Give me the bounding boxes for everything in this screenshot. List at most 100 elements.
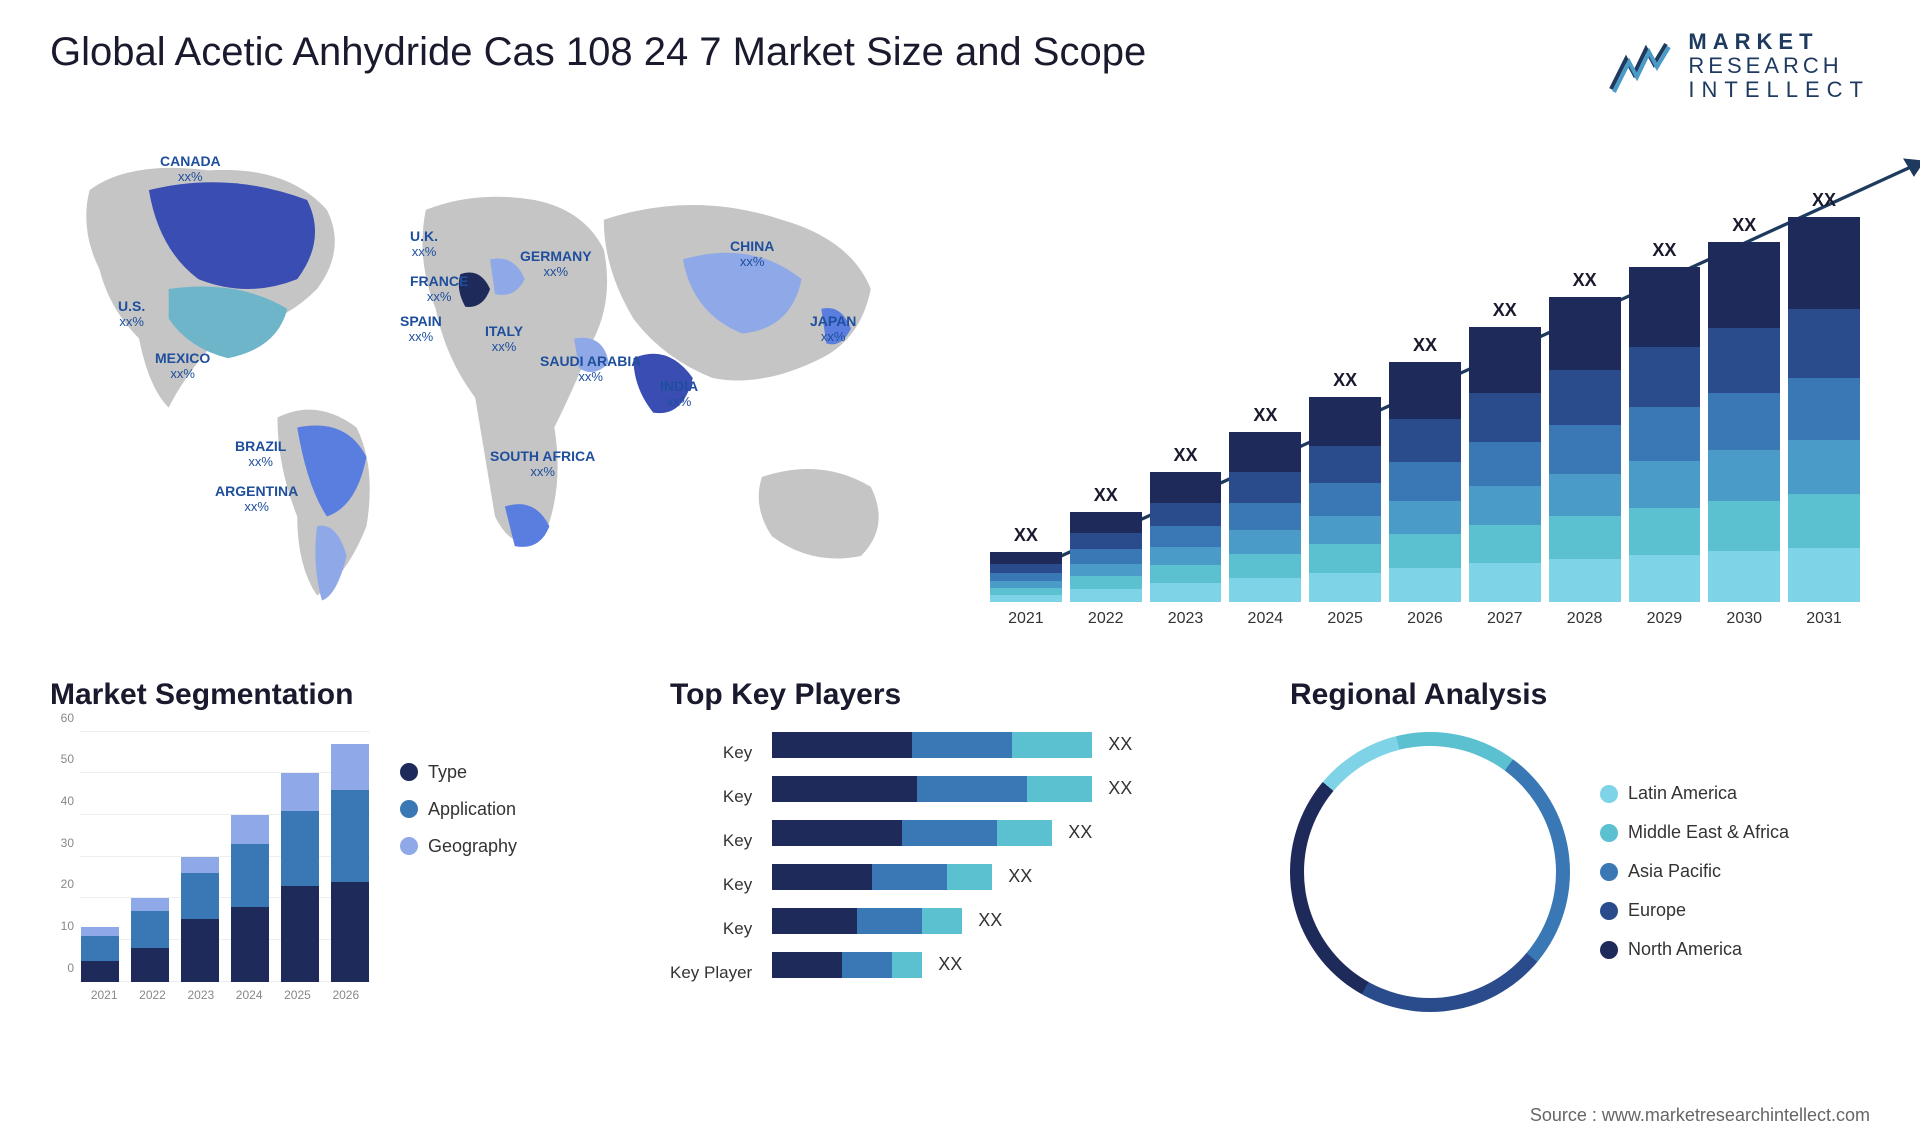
forecast-value-label: XX xyxy=(1253,405,1277,426)
map-country-label: MEXICOxx% xyxy=(155,350,210,382)
map-country-label: CHINAxx% xyxy=(730,238,774,270)
segmentation-bar xyxy=(131,898,169,981)
forecast-value-label: XX xyxy=(1094,485,1118,506)
legend-item: Asia Pacific xyxy=(1600,861,1789,882)
map-country-label: INDIAxx% xyxy=(660,378,698,410)
segmentation-legend: TypeApplicationGeography xyxy=(400,732,517,1012)
segmentation-bar xyxy=(181,857,219,982)
forecast-value-label: XX xyxy=(1652,240,1676,261)
map-country-label: SAUDI ARABIAxx% xyxy=(540,353,641,385)
player-value-label: XX xyxy=(978,910,1002,931)
map-country-label: JAPANxx% xyxy=(810,313,856,345)
forecast-value-label: XX xyxy=(1573,270,1597,291)
forecast-bar: XX 2023 xyxy=(1150,445,1222,628)
segmentation-bar xyxy=(231,815,269,982)
player-label: Key xyxy=(670,740,752,766)
forecast-value-label: XX xyxy=(1812,190,1836,211)
player-bar-row: XX xyxy=(772,820,1132,846)
player-label: Key xyxy=(670,916,752,942)
segmentation-bar xyxy=(281,773,319,981)
forecast-year-label: 2028 xyxy=(1567,610,1603,628)
regional-panel: Regional Analysis Latin America Middle Ea… xyxy=(1290,678,1870,1012)
forecast-year-label: 2022 xyxy=(1088,610,1124,628)
segmentation-bar xyxy=(81,927,119,981)
forecast-year-label: 2026 xyxy=(1407,610,1443,628)
player-value-label: XX xyxy=(1108,734,1132,755)
player-bar-row: XX xyxy=(772,864,1132,890)
map-country-label: GERMANYxx% xyxy=(520,248,592,280)
map-country-label: BRAZILxx% xyxy=(235,438,286,470)
forecast-bar: XX 2022 xyxy=(1070,485,1142,628)
forecast-year-label: 2021 xyxy=(1008,610,1044,628)
forecast-bar: XX 2031 xyxy=(1788,190,1860,628)
forecast-bar: XX 2030 xyxy=(1708,215,1780,628)
forecast-year-label: 2031 xyxy=(1806,610,1842,628)
player-bar-row: XX xyxy=(772,952,1132,978)
forecast-year-label: 2029 xyxy=(1647,610,1683,628)
segmentation-bar-chart: 0102030405060202120222023202420252026 xyxy=(50,732,370,1012)
bottom-row: Market Segmentation 01020304050602021202… xyxy=(50,678,1870,1012)
brand-logo: MARKET RESEARCH INTELLECT xyxy=(1606,30,1870,103)
forecast-bar: XX 2026 xyxy=(1389,335,1461,628)
forecast-year-label: 2027 xyxy=(1487,610,1523,628)
forecast-value-label: XX xyxy=(1174,445,1198,466)
player-bar-row: XX xyxy=(772,776,1132,802)
segmentation-title: Market Segmentation xyxy=(50,678,630,712)
players-bar-chart: XX XX XX XX XX XX xyxy=(772,732,1132,978)
forecast-bar: XX 2027 xyxy=(1469,300,1541,628)
players-title: Top Key Players xyxy=(670,678,1250,712)
world-map-panel: CANADAxx% U.S.xx% MEXICOxx% BRAZILxx% ARGENT… xyxy=(50,128,940,628)
forecast-bar: XX 2021 xyxy=(990,525,1062,628)
regional-legend: Latin America Middle East & Africa Asia Pa… xyxy=(1600,783,1789,960)
forecast-value-label: XX xyxy=(1333,370,1357,391)
player-bar-row: XX xyxy=(772,732,1132,758)
logo-icon xyxy=(1606,39,1676,94)
map-country-label: ARGENTINAxx% xyxy=(215,483,298,515)
map-country-label: ITALYxx% xyxy=(485,323,523,355)
forecast-value-label: XX xyxy=(1413,335,1437,356)
player-label: Key xyxy=(670,784,752,810)
legend-item: Type xyxy=(400,762,517,783)
player-label: Key xyxy=(670,828,752,854)
donut-ring xyxy=(1290,732,1570,1012)
legend-item: Middle East & Africa xyxy=(1600,822,1789,843)
player-label: Key xyxy=(670,872,752,898)
map-country-label: CANADAxx% xyxy=(160,153,221,185)
players-panel: Top Key Players Key Key Key Key Key Key Playe… xyxy=(670,678,1250,1012)
page-title: Global Acetic Anhydride Cas 108 24 7 Mar… xyxy=(50,30,1146,75)
regional-donut-chart xyxy=(1290,732,1570,1012)
player-label: Key Player xyxy=(670,960,752,986)
forecast-bar: XX 2024 xyxy=(1229,405,1301,628)
segmentation-bar xyxy=(331,744,369,981)
legend-item: Application xyxy=(400,799,517,820)
players-labels: Key Key Key Key Key Key Player xyxy=(670,732,752,986)
regional-title: Regional Analysis xyxy=(1290,678,1870,712)
forecast-value-label: XX xyxy=(1493,300,1517,321)
forecast-bar: XX 2029 xyxy=(1629,240,1701,628)
source-text: Source : www.marketresearchintellect.com xyxy=(1530,1105,1870,1126)
forecast-bar-chart: XX2021XX2022XX2023XX2024XX2025XX2026XX20… xyxy=(980,168,1870,628)
map-country-label: FRANCExx% xyxy=(410,273,468,305)
map-country-label: U.K.xx% xyxy=(410,228,438,260)
player-value-label: XX xyxy=(1008,866,1032,887)
forecast-chart-panel: XX2021XX2022XX2023XX2024XX2025XX2026XX20… xyxy=(980,128,1870,628)
forecast-year-label: 2030 xyxy=(1726,610,1762,628)
top-row: CANADAxx% U.S.xx% MEXICOxx% BRAZILxx% ARGENT… xyxy=(50,128,1870,628)
header: Global Acetic Anhydride Cas 108 24 7 Mar… xyxy=(50,30,1870,103)
segmentation-panel: Market Segmentation 01020304050602021202… xyxy=(50,678,630,1012)
player-value-label: XX xyxy=(1068,822,1092,843)
forecast-bar: XX 2028 xyxy=(1549,270,1621,628)
player-value-label: XX xyxy=(938,954,962,975)
forecast-year-label: 2024 xyxy=(1248,610,1284,628)
legend-item: Latin America xyxy=(1600,783,1789,804)
legend-item: Europe xyxy=(1600,900,1789,921)
forecast-value-label: XX xyxy=(1732,215,1756,236)
map-country-label: SOUTH AFRICAxx% xyxy=(490,448,595,480)
forecast-bar: XX2025 xyxy=(1309,370,1381,628)
logo-text: MARKET RESEARCH INTELLECT xyxy=(1688,30,1870,103)
map-country-label: U.S.xx% xyxy=(118,298,145,330)
legend-item: North America xyxy=(1600,939,1789,960)
forecast-value-label: XX xyxy=(1014,525,1038,546)
player-value-label: XX xyxy=(1108,778,1132,799)
forecast-year-label: 2023 xyxy=(1168,610,1204,628)
